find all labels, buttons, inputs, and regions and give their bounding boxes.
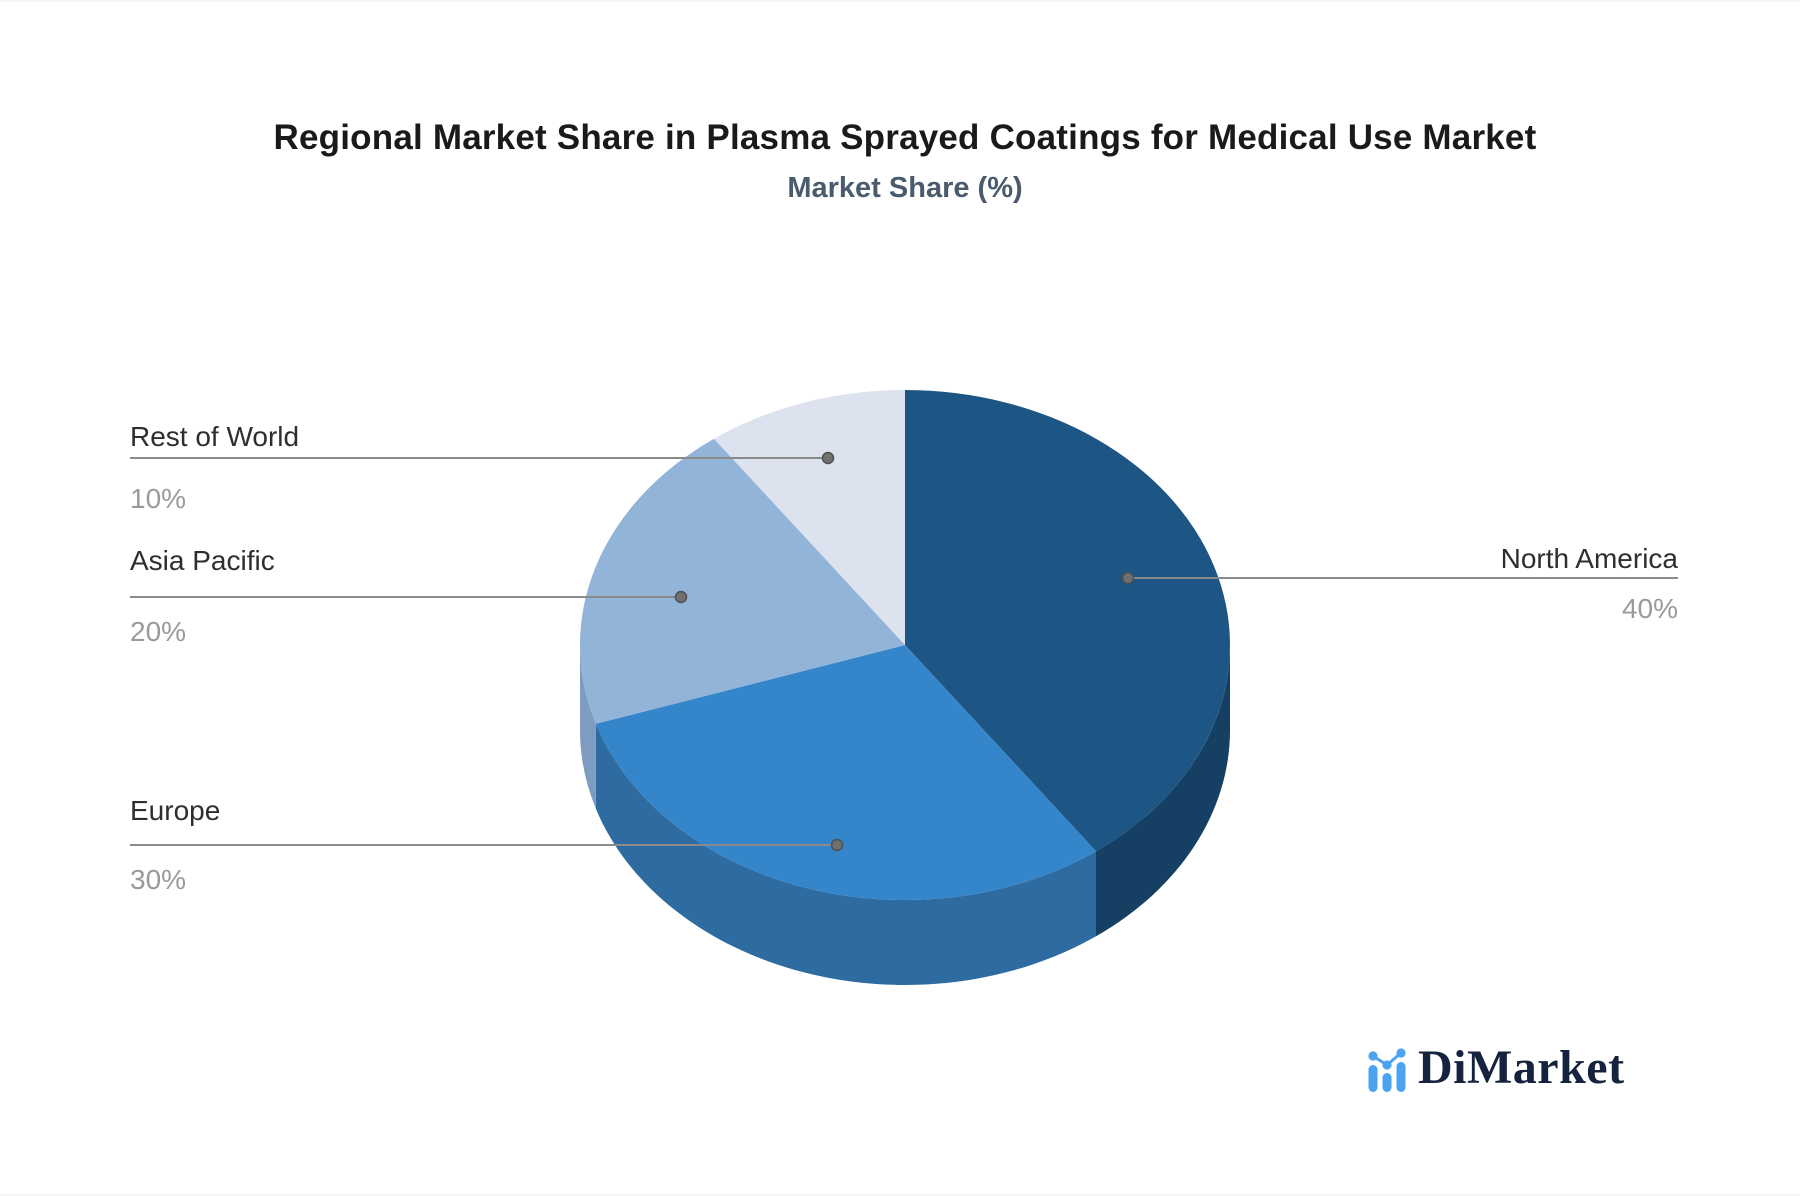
leader-dot-north-america xyxy=(1121,571,1135,585)
bottom-edge-divider xyxy=(0,1194,1800,1196)
callout-label-north-america: North America xyxy=(1500,543,1678,574)
callout-value-asia-pacific: 20% xyxy=(130,616,187,647)
top-edge-divider xyxy=(0,0,1800,2)
logo-wordmark: DiMarket xyxy=(1418,1041,1625,1094)
callout-label-asia-pacific: Asia Pacific xyxy=(130,545,275,576)
pie-slice-asia-pacific xyxy=(580,438,905,724)
pie-slice-rest-of-world xyxy=(714,390,905,645)
pie-side-europe xyxy=(595,723,1096,985)
callout-value-north-america: 40% xyxy=(1621,593,1678,624)
chart-subtitle: Market Share (%) xyxy=(787,172,1023,204)
callout-label-rest-of-world: Rest of World xyxy=(130,421,300,452)
bar-chart-logo-icon xyxy=(1368,1048,1406,1092)
pie-side-north-america xyxy=(1096,645,1230,937)
callout-value-europe: 30% xyxy=(130,864,187,895)
leader-dot-asia-pacific xyxy=(674,590,688,604)
pie-side-asia-pacific xyxy=(580,645,596,809)
leader-dot-rest-of-world xyxy=(821,451,835,465)
pie-slice-europe xyxy=(595,645,1096,900)
pie-slice-north-america xyxy=(905,390,1230,852)
callout-label-europe: Europe xyxy=(130,795,221,826)
chart-title: Regional Market Share in Plasma Sprayed … xyxy=(273,118,1537,157)
leader-dot-europe xyxy=(830,838,844,852)
callout-value-rest-of-world: 10% xyxy=(130,483,187,514)
dimarket-logo: DiMarket xyxy=(1360,1040,1690,1100)
